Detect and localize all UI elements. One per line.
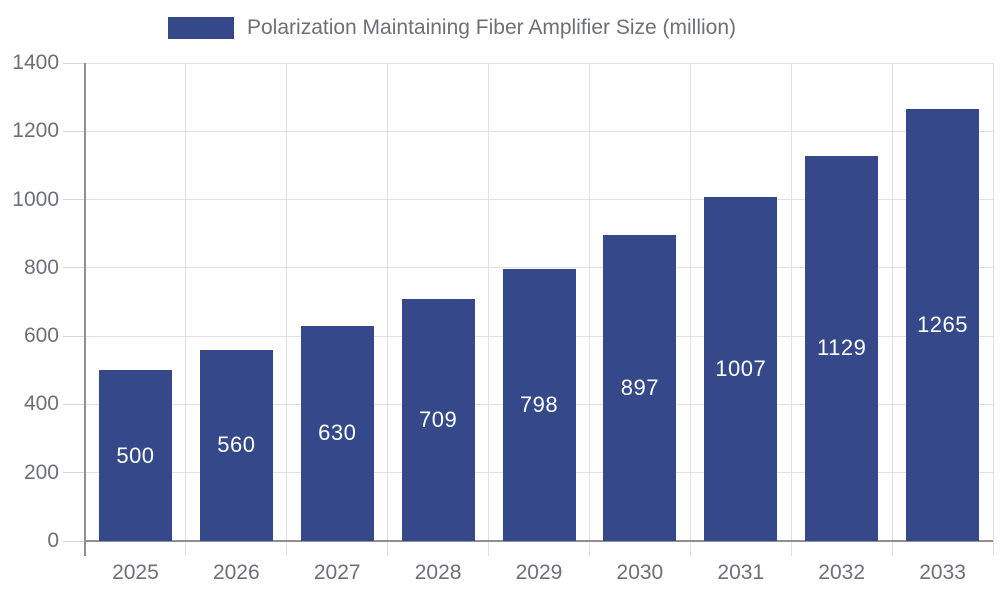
bar-value-label: 798 — [519, 391, 559, 417]
y-axis-label: 1000 — [12, 187, 59, 211]
x-axis-label: 2032 — [818, 561, 866, 584]
gridline-horizontal — [85, 267, 993, 269]
gridline-vertical — [387, 63, 389, 556]
y-axis-tick — [63, 540, 85, 542]
bar-2033: 1265 — [906, 109, 980, 541]
y-axis-label: 800 — [23, 255, 59, 279]
y-axis-label: 400 — [23, 392, 59, 416]
y-axis-label: 600 — [23, 324, 59, 348]
y-axis-line — [84, 63, 86, 556]
y-axis-tick — [63, 267, 85, 269]
bar-2030: 897 — [603, 234, 677, 541]
bar-value-label: 630 — [318, 420, 357, 446]
x-axis-label: 2025 — [112, 561, 159, 584]
bar-2029: 798 — [502, 268, 576, 541]
legend-item[interactable]: Polarization Maintaining Fiber Amplifier… — [168, 17, 736, 39]
bar-value-label: 1007 — [715, 356, 767, 382]
y-axis-label: 0 — [47, 529, 59, 552]
gridline-vertical — [689, 63, 691, 556]
y-axis-tick — [63, 335, 85, 337]
bar-2032: 1129 — [805, 155, 879, 541]
gridline-vertical — [891, 63, 893, 556]
bar-2025: 500 — [98, 370, 172, 541]
legend-label: Polarization Maintaining Fiber Amplifier… — [247, 16, 737, 39]
bar-2028: 709 — [401, 298, 475, 541]
bar-value-label: 1129 — [817, 335, 867, 361]
bar-value-label: 897 — [620, 374, 659, 400]
bar-value-label: 500 — [116, 442, 155, 468]
gridline-vertical — [286, 63, 288, 556]
y-axis-label: 200 — [23, 460, 59, 484]
gridline-vertical — [790, 63, 792, 556]
x-axis-label: 2026 — [212, 561, 260, 584]
bar-2026: 560 — [199, 349, 273, 541]
bar-2027: 630 — [300, 325, 374, 541]
x-axis-label: 2029 — [515, 561, 563, 584]
bar-value-label: 560 — [217, 432, 256, 458]
y-axis-tick — [63, 403, 85, 405]
gridline-vertical — [992, 63, 994, 556]
gridline-vertical — [588, 63, 590, 556]
x-axis-label: 2033 — [919, 561, 966, 584]
x-axis-label: 2028 — [414, 561, 462, 584]
y-axis-label: 1200 — [12, 119, 59, 143]
y-axis-tick — [63, 199, 85, 201]
y-axis-tick — [63, 62, 85, 64]
x-axis-label: 2031 — [717, 561, 765, 584]
y-axis-label: 1400 — [12, 51, 59, 74]
y-axis-tick — [63, 130, 85, 132]
gridline-vertical — [185, 63, 187, 556]
x-axis-line — [85, 540, 993, 542]
gridline-horizontal — [85, 130, 993, 132]
y-axis-tick — [63, 472, 85, 474]
legend-swatch — [168, 17, 234, 39]
gridline-horizontal — [85, 199, 993, 201]
gridline-vertical — [488, 63, 490, 556]
x-axis-label: 2030 — [616, 561, 664, 584]
gridline-horizontal — [85, 62, 993, 64]
bar-value-label: 1265 — [917, 312, 969, 338]
x-axis-label: 2027 — [313, 561, 361, 584]
bar-value-label: 709 — [419, 406, 458, 432]
bar-2031: 1007 — [704, 197, 778, 541]
